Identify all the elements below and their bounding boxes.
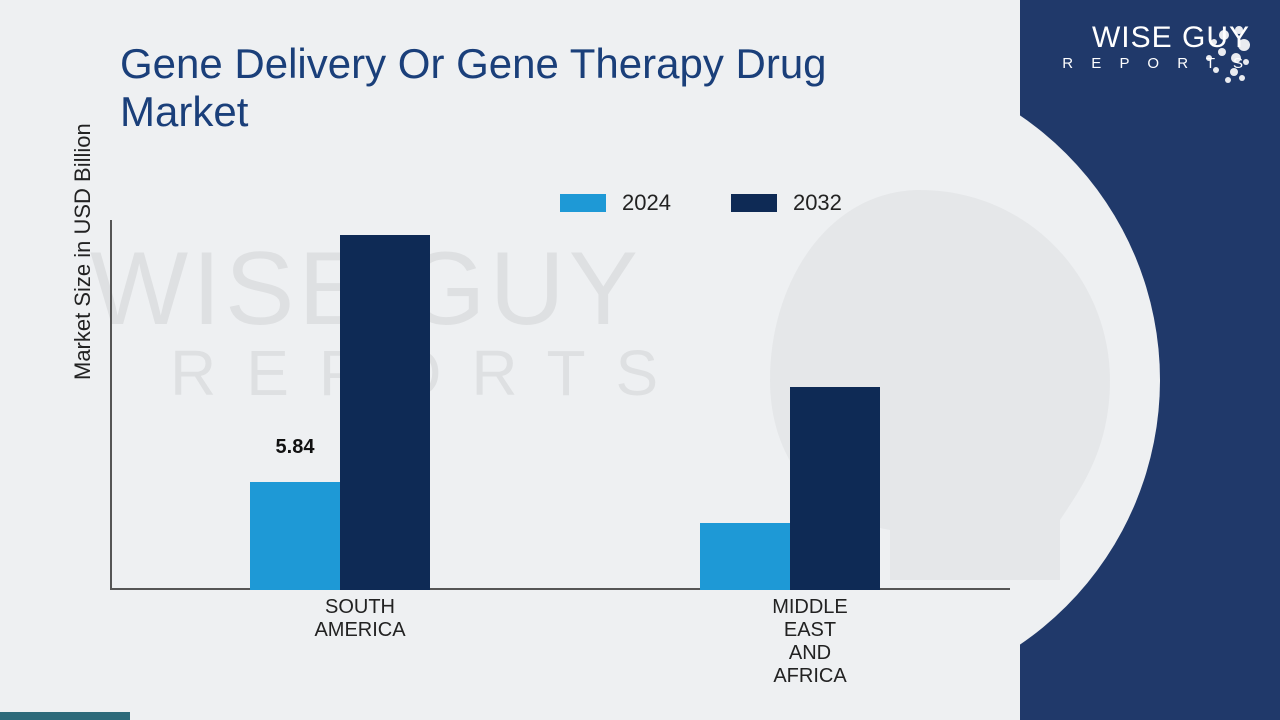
bar (700, 523, 790, 590)
bar-value-label: 5.84 (276, 436, 315, 459)
legend-item-2024: 2024 (560, 190, 671, 216)
plot-area: 5.84SOUTHAMERICAMIDDLEEASTANDAFRICA (110, 220, 1010, 590)
accent-bar (0, 712, 130, 720)
legend-swatch-2024 (560, 194, 606, 212)
legend-label-2024: 2024 (622, 190, 671, 216)
brand-logo: WISE GUY R E P O R T S (1062, 22, 1250, 71)
brain-dots-icon (1194, 20, 1254, 90)
legend: 2024 2032 (560, 190, 842, 216)
chart-title: Gene Delivery Or Gene Therapy Drug Marke… (120, 40, 860, 137)
y-axis-line (110, 220, 112, 590)
y-axis-label: Market Size in USD Billion (70, 123, 96, 380)
bar (340, 235, 430, 590)
category-label: SOUTHAMERICA (250, 590, 470, 642)
legend-label-2032: 2032 (793, 190, 842, 216)
bar (790, 387, 880, 591)
legend-item-2032: 2032 (731, 190, 842, 216)
infographic-stage: WISE GUY R E P O R T S Gene Delivery Or … (0, 0, 1280, 720)
legend-swatch-2032 (731, 194, 777, 212)
category-label: MIDDLEEASTANDAFRICA (700, 590, 920, 688)
bar (250, 482, 340, 590)
